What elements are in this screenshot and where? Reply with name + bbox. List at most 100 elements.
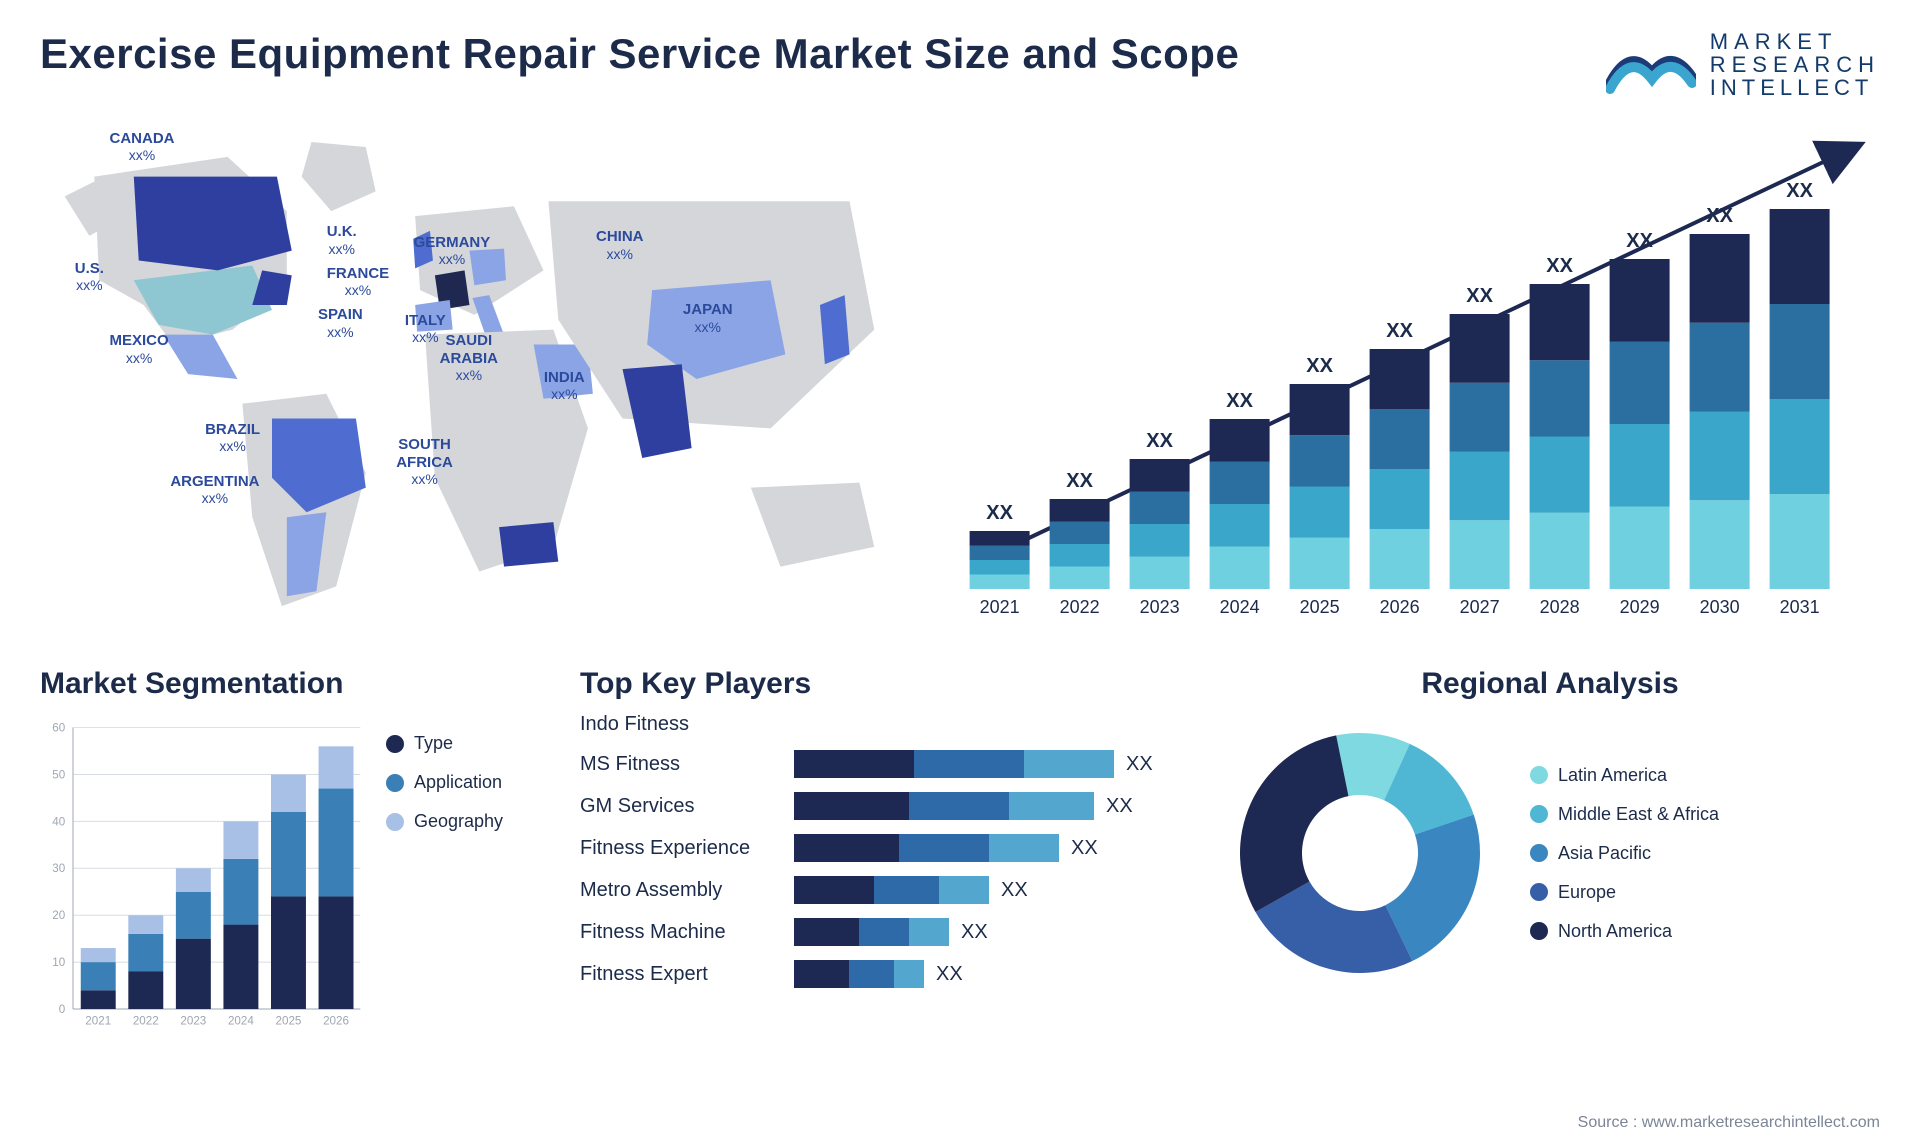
svg-text:2025: 2025 bbox=[276, 1015, 302, 1028]
svg-text:XX: XX bbox=[1786, 180, 1813, 202]
player-bar bbox=[794, 750, 1114, 778]
brand-logo: MARKET RESEARCH INTELLECT bbox=[1606, 30, 1880, 99]
player-name: Fitness Expert bbox=[580, 963, 780, 986]
svg-text:2026: 2026 bbox=[323, 1015, 349, 1028]
svg-text:2021: 2021 bbox=[85, 1015, 111, 1028]
segmentation-legend-item: Type bbox=[386, 733, 503, 754]
player-name: Fitness Machine bbox=[580, 921, 780, 944]
svg-text:2023: 2023 bbox=[180, 1015, 206, 1028]
map-label-france: FRANCExx% bbox=[327, 265, 390, 300]
svg-text:20: 20 bbox=[52, 909, 65, 922]
player-bar-row: XX bbox=[794, 918, 1200, 946]
map-label-spain: SPAINxx% bbox=[318, 306, 363, 341]
player-bar bbox=[794, 960, 924, 988]
svg-text:10: 10 bbox=[52, 956, 65, 969]
main-bar-chart-panel: 2021 XX 2022 XX 2023 XX 2024 XX 2025 XX 2026 XX 2027… bbox=[939, 119, 1880, 639]
brand-swoosh-icon bbox=[1606, 33, 1696, 97]
svg-text:2021: 2021 bbox=[979, 597, 1019, 617]
player-value: XX bbox=[936, 963, 963, 986]
svg-text:XX: XX bbox=[1146, 430, 1173, 452]
svg-text:2024: 2024 bbox=[228, 1015, 254, 1028]
svg-text:2028: 2028 bbox=[1539, 597, 1579, 617]
svg-text:XX: XX bbox=[1546, 255, 1573, 277]
regional-legend-item: Middle East & Africa bbox=[1530, 804, 1719, 825]
regional-legend-item: Europe bbox=[1530, 882, 1719, 903]
regional-donut-chart bbox=[1220, 713, 1500, 993]
main-bar-chart: 2021 XX 2022 XX 2023 XX 2024 XX 2025 XX 2026 XX 2027… bbox=[939, 119, 1880, 639]
map-label-germany: GERMANYxx% bbox=[414, 234, 491, 269]
svg-text:XX: XX bbox=[986, 502, 1013, 524]
svg-text:XX: XX bbox=[1226, 390, 1253, 412]
svg-text:2024: 2024 bbox=[1219, 597, 1259, 617]
player-bar bbox=[794, 834, 1059, 862]
player-value: XX bbox=[1071, 837, 1098, 860]
svg-text:60: 60 bbox=[52, 722, 65, 735]
map-label-u-s-: U.S.xx% bbox=[75, 260, 104, 295]
player-bar bbox=[794, 792, 1094, 820]
svg-text:2030: 2030 bbox=[1699, 597, 1739, 617]
brand-line2: RESEARCH bbox=[1710, 53, 1880, 76]
svg-text:XX: XX bbox=[1466, 285, 1493, 307]
svg-text:50: 50 bbox=[52, 769, 65, 782]
player-name: MS Fitness bbox=[580, 753, 780, 776]
world-map-panel: CANADAxx% U.S.xx% MEXICOxx% BRAZILxx% ARGENT… bbox=[40, 119, 909, 639]
svg-text:2023: 2023 bbox=[1139, 597, 1179, 617]
player-bar-row: XX bbox=[794, 834, 1200, 862]
brand-line1: MARKET bbox=[1710, 30, 1880, 53]
brand-line3: INTELLECT bbox=[1710, 76, 1880, 99]
player-value: XX bbox=[1106, 795, 1133, 818]
key-players-list: Indo Fitness MS Fitness XX GM Services XX Fit… bbox=[580, 713, 1200, 988]
svg-text:XX: XX bbox=[1066, 470, 1093, 492]
svg-text:XX: XX bbox=[1386, 320, 1413, 342]
regional-legend-item: North America bbox=[1530, 921, 1719, 942]
map-label-china: CHINAxx% bbox=[596, 228, 644, 263]
map-label-india: INDIAxx% bbox=[544, 369, 585, 404]
regional-legend-item: Latin America bbox=[1530, 765, 1719, 786]
player-bar bbox=[794, 918, 949, 946]
segmentation-panel: Market Segmentation 0 10 20 30 40 50 60 2021 202… bbox=[40, 667, 560, 1087]
player-bar-row: XX bbox=[794, 960, 1200, 988]
segmentation-title: Market Segmentation bbox=[40, 667, 560, 701]
key-players-title: Top Key Players bbox=[580, 667, 1200, 701]
regional-panel: Regional Analysis Latin America Middle Ea… bbox=[1220, 667, 1880, 1087]
player-name: Fitness Experience bbox=[580, 837, 780, 860]
player-bar-row: XX bbox=[794, 792, 1200, 820]
svg-text:2031: 2031 bbox=[1779, 597, 1819, 617]
svg-text:30: 30 bbox=[52, 862, 65, 875]
player-value: XX bbox=[1126, 753, 1153, 776]
player-bar bbox=[794, 876, 989, 904]
map-label-mexico: MEXICOxx% bbox=[110, 332, 169, 367]
page-title: Exercise Equipment Repair Service Market… bbox=[40, 30, 1239, 78]
player-name: GM Services bbox=[580, 795, 780, 818]
map-label-argentina: ARGENTINAxx% bbox=[170, 473, 259, 508]
segmentation-legend-item: Geography bbox=[386, 811, 503, 832]
svg-text:XX: XX bbox=[1706, 205, 1733, 227]
segmentation-legend: Type Application Geography bbox=[386, 733, 503, 832]
svg-text:2029: 2029 bbox=[1619, 597, 1659, 617]
header: Exercise Equipment Repair Service Market… bbox=[40, 30, 1880, 99]
svg-text:XX: XX bbox=[1626, 230, 1653, 252]
svg-text:2022: 2022 bbox=[1059, 597, 1099, 617]
svg-text:2025: 2025 bbox=[1299, 597, 1339, 617]
svg-text:2026: 2026 bbox=[1379, 597, 1419, 617]
player-name: Indo Fitness bbox=[580, 713, 780, 736]
player-value: XX bbox=[961, 921, 988, 944]
segmentation-legend-item: Application bbox=[386, 772, 503, 793]
map-label-south-africa: SOUTHAFRICAxx% bbox=[396, 436, 453, 488]
map-label-canada: CANADAxx% bbox=[110, 130, 175, 165]
source-attribution: Source : www.marketresearchintellect.com bbox=[1578, 1114, 1880, 1132]
svg-text:2027: 2027 bbox=[1459, 597, 1499, 617]
svg-text:0: 0 bbox=[59, 1003, 66, 1016]
player-bar-row: XX bbox=[794, 750, 1200, 778]
svg-text:40: 40 bbox=[52, 816, 65, 829]
map-label-japan: JAPANxx% bbox=[683, 301, 733, 336]
regional-title: Regional Analysis bbox=[1220, 667, 1880, 701]
map-label-saudi-arabia: SAUDIARABIAxx% bbox=[440, 332, 498, 384]
map-label-u-k-: U.K.xx% bbox=[327, 223, 357, 258]
regional-legend-item: Asia Pacific bbox=[1530, 843, 1719, 864]
map-label-brazil: BRAZILxx% bbox=[205, 421, 260, 456]
svg-text:XX: XX bbox=[1306, 355, 1333, 377]
svg-text:2022: 2022 bbox=[133, 1015, 159, 1028]
player-value: XX bbox=[1001, 879, 1028, 902]
segmentation-chart: 0 10 20 30 40 50 60 2021 2022 2023 2024 2025 2026 bbox=[40, 713, 370, 1043]
